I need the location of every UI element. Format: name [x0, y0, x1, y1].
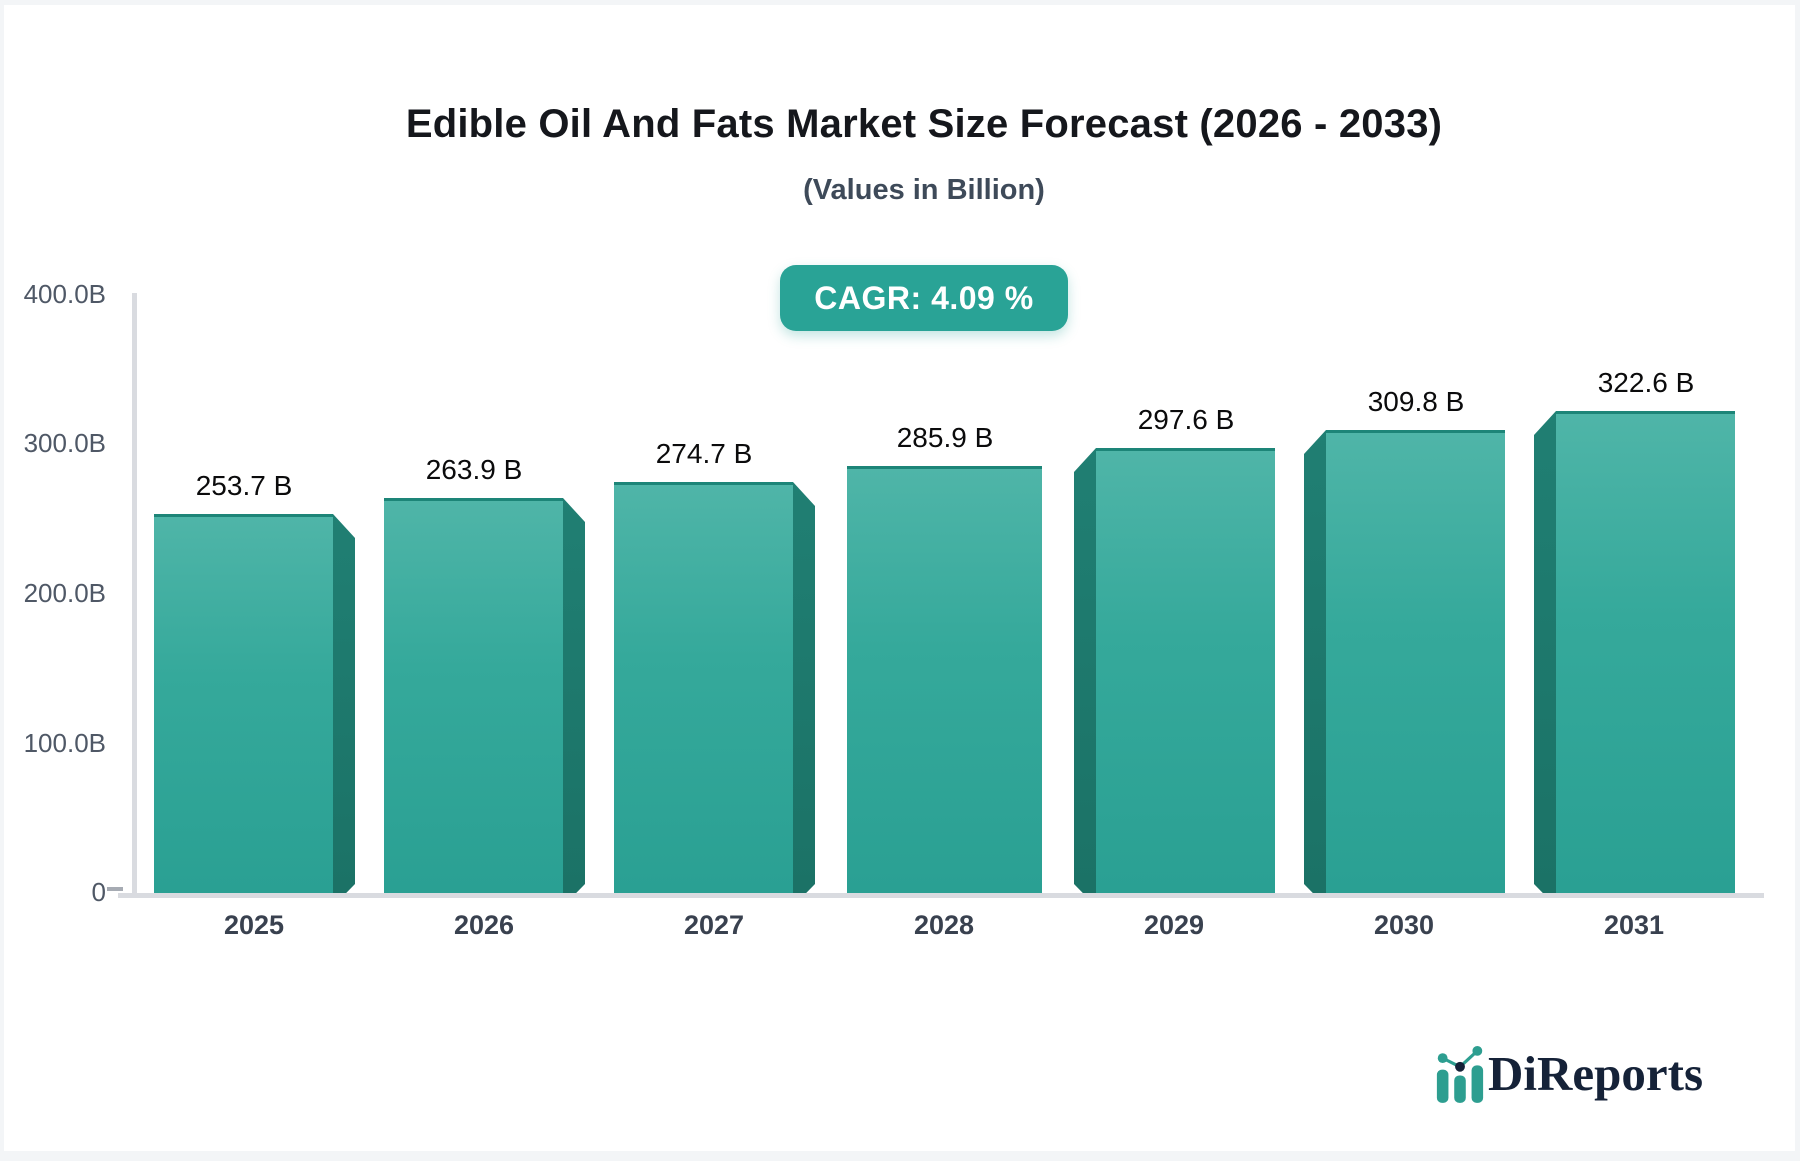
bar-value-label: 253.7 B — [195, 470, 293, 501]
page-title: Edible Oil And Fats Market Size Forecast… — [405, 102, 1443, 146]
brand-name: DiReports — [1488, 1046, 1704, 1101]
bar-2031 — [1556, 411, 1735, 893]
direports-watermark: DiReports — [1434, 1043, 1784, 1113]
bar-2030 — [1326, 430, 1505, 893]
y-axis-tick-label: 0 — [91, 877, 106, 907]
y-axis-tick-label: 200.0B — [23, 578, 106, 608]
x-axis-tick-label: 2026 — [453, 910, 515, 940]
x-axis-tick-label: 2030 — [1373, 910, 1435, 940]
bar-3d-side-face — [563, 498, 585, 893]
y-axis-line — [132, 293, 137, 894]
bar-3d-side-face — [333, 514, 355, 893]
y-axis-tick-label: 100.0B — [23, 728, 106, 758]
x-axis-tick-label: 2025 — [223, 910, 285, 940]
bar-2026 — [384, 498, 563, 893]
bar-3d-side-face — [1304, 430, 1326, 893]
bar-2028 — [847, 466, 1042, 893]
bar-2025 — [154, 514, 333, 893]
bar-value-label: 322.6 B — [1597, 367, 1695, 398]
bar-2029 — [1096, 448, 1275, 893]
bar-value-label: 297.6 B — [1137, 404, 1235, 435]
x-axis-tick-label: 2031 — [1603, 910, 1665, 940]
bar-chart-trend-icon — [1436, 1045, 1484, 1103]
plot-area: 400.0B 300.0B 200.0B 100.0B 0 253.7 B 2025 263.… — [4, 5, 1800, 1161]
zero-tick-mark — [107, 887, 123, 891]
chart-subtitle: (Values in Billion) — [803, 174, 1045, 206]
x-axis-tick-label: 2028 — [913, 910, 975, 940]
bar-value-label: 285.9 B — [896, 422, 994, 453]
bar-value-label: 263.9 B — [425, 454, 523, 485]
bar-3d-side-face — [1074, 448, 1096, 893]
x-axis-tick-label: 2027 — [683, 910, 745, 940]
y-axis-tick-label: 400.0B — [23, 279, 106, 309]
bar-value-label: 274.7 B — [655, 438, 753, 469]
chart-card: Edible Oil And Fats Market Size Forecast… — [4, 5, 1795, 1151]
bar-2027 — [614, 482, 793, 893]
x-axis-tick-label: 2029 — [1143, 910, 1205, 940]
bar-3d-side-face — [793, 482, 815, 893]
y-axis-tick-label: 300.0B — [23, 428, 106, 458]
x-axis-line — [118, 893, 1764, 898]
cagr-badge: CAGR: 4.09 % — [780, 265, 1068, 331]
bar-value-label: 309.8 B — [1367, 386, 1465, 417]
bar-3d-side-face — [1534, 411, 1556, 893]
cagr-badge-row: CAGR: 4.09 % — [24, 265, 1800, 331]
